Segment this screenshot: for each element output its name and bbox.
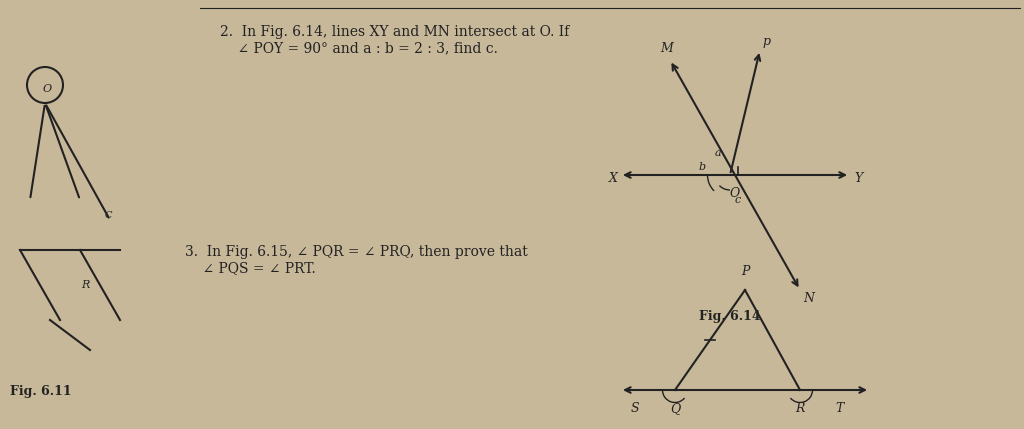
- Text: p: p: [762, 35, 770, 48]
- Text: P: P: [740, 265, 750, 278]
- Text: N: N: [803, 292, 814, 305]
- Text: c: c: [735, 195, 741, 205]
- Text: Q: Q: [670, 402, 680, 415]
- Text: Fig. 6.11: Fig. 6.11: [10, 385, 72, 398]
- Text: R: R: [81, 280, 89, 290]
- Text: Y: Y: [854, 172, 862, 184]
- Text: Fig. 6.14: Fig. 6.14: [699, 310, 761, 323]
- Text: O: O: [42, 84, 51, 94]
- Text: C: C: [104, 211, 112, 220]
- Text: M: M: [660, 42, 674, 55]
- Text: T: T: [836, 402, 844, 415]
- Text: 2.  In Fig. 6.14, lines XY and MN intersect at O. If
    ∠ POY = 90° and a : b =: 2. In Fig. 6.14, lines XY and MN interse…: [220, 25, 569, 55]
- Text: O: O: [730, 187, 740, 200]
- Text: 3.  In Fig. 6.15, ∠ PQR = ∠ PRQ, then prove that
    ∠ PQS = ∠ PRT.: 3. In Fig. 6.15, ∠ PQR = ∠ PRQ, then pro…: [185, 245, 527, 275]
- Text: S: S: [631, 402, 639, 415]
- Text: R: R: [796, 402, 805, 415]
- Text: X: X: [609, 172, 618, 184]
- Text: a: a: [715, 148, 721, 158]
- Text: b: b: [698, 162, 706, 172]
